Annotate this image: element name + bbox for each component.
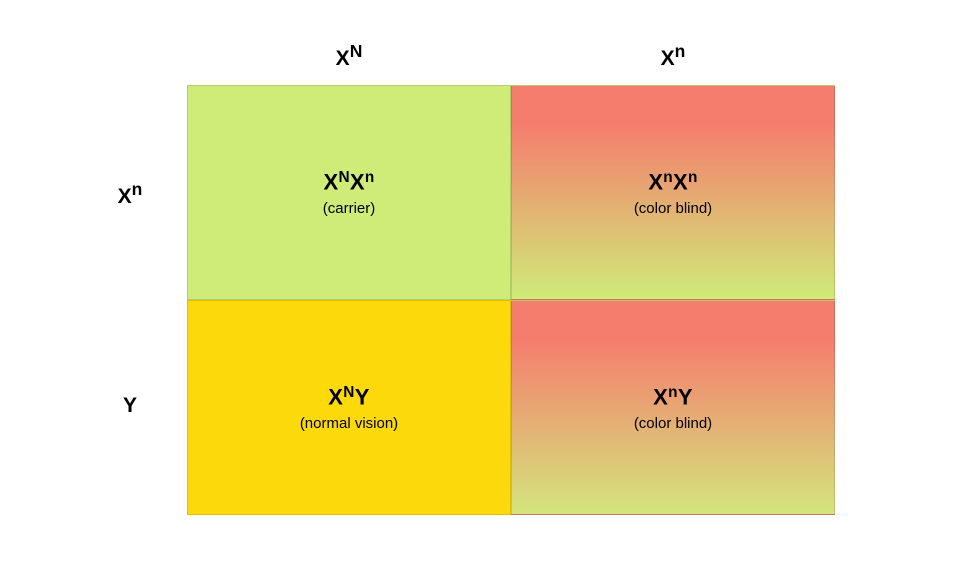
cell-r0-c0: XNXn (carrier) bbox=[187, 85, 511, 300]
phenotype: (color blind) bbox=[634, 415, 712, 432]
cell-r0-c1: XnXn (color blind) bbox=[511, 85, 835, 300]
genotype: XnXn bbox=[648, 168, 697, 195]
row-header-0: Xn bbox=[100, 179, 160, 209]
genotype: XNXn bbox=[323, 168, 374, 195]
col-header-0: XN bbox=[187, 41, 511, 71]
cell-r1-c1: XnY (color blind) bbox=[511, 300, 835, 515]
phenotype: (color blind) bbox=[634, 200, 712, 217]
genotype: XnY bbox=[653, 383, 693, 410]
phenotype: (carrier) bbox=[323, 200, 376, 217]
row-header-1: Y bbox=[100, 394, 160, 418]
genotype: XNY bbox=[328, 383, 369, 410]
punnett-square: XNXnXnYXNXn(carrier)XnXn(color blind)XNY… bbox=[0, 0, 960, 572]
col-header-1: Xn bbox=[511, 41, 835, 71]
phenotype: (normal vision) bbox=[300, 415, 398, 432]
cell-r1-c0: XNY (normal vision) bbox=[187, 300, 511, 515]
